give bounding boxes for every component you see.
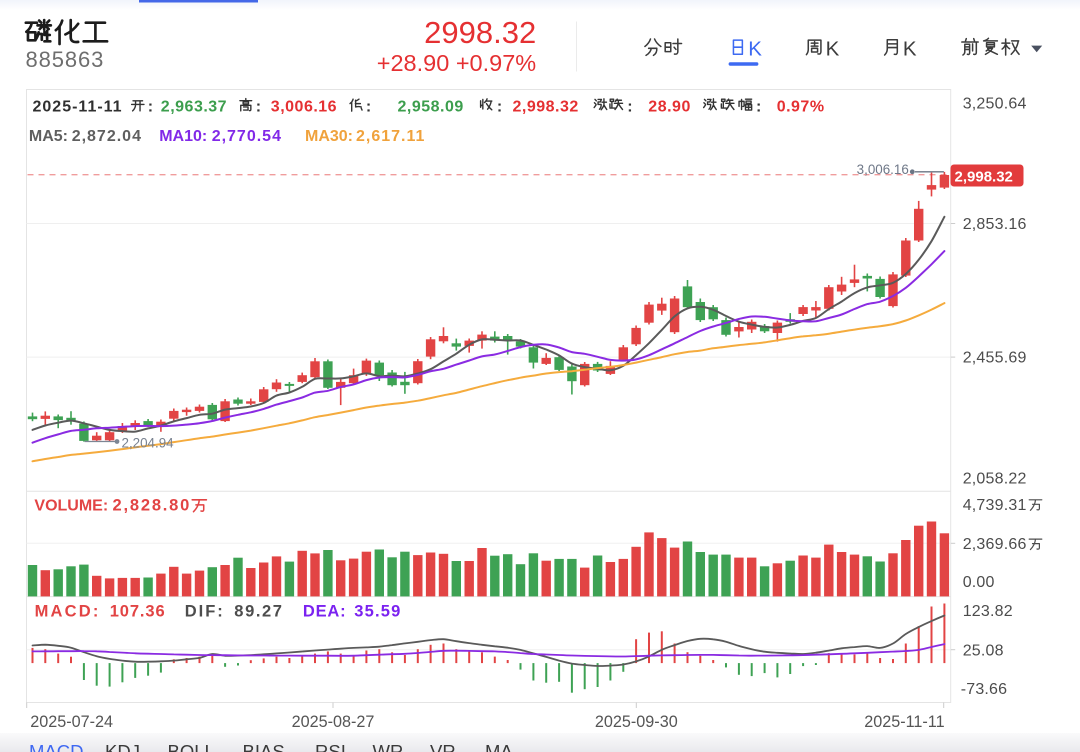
svg-text:35.59: 35.59 [354,603,401,621]
svg-text:2,455.69: 2,455.69 [963,350,1027,367]
svg-text:2998.32: 2998.32 [424,15,536,50]
svg-text:K: K [748,38,762,61]
svg-text:MA30:: MA30: [305,128,353,145]
svg-text::: : [497,99,502,116]
svg-text:4,739.31: 4,739.31 [963,497,1027,514]
svg-text:2,617.11: 2,617.11 [356,128,425,145]
svg-text:2,828.80: 2,828.80 [113,497,192,515]
svg-text:25.08: 25.08 [963,642,1004,659]
svg-text:2,963.37: 2,963.37 [161,99,227,116]
svg-text:DEA:: DEA: [303,603,347,621]
svg-text:3,006.16: 3,006.16 [271,99,337,116]
svg-text:MACD:: MACD: [35,603,101,621]
svg-text:2,958.09: 2,958.09 [398,99,464,116]
svg-text:BOLL: BOLL [168,741,215,752]
svg-text::: : [366,99,371,116]
svg-text:2,998.32: 2,998.32 [513,99,579,116]
svg-text:RSI: RSI [315,741,346,752]
svg-text:2025-09-30: 2025-09-30 [595,713,678,731]
svg-text::: : [256,99,261,116]
svg-text:MACD: MACD [29,741,83,752]
svg-text:2025-11-11: 2025-11-11 [33,99,123,116]
svg-text:VR: VR [430,741,456,752]
svg-text:2,204.94: 2,204.94 [122,435,175,450]
svg-text:MA: MA [485,741,513,752]
svg-text:885863: 885863 [26,47,105,72]
svg-text:WR: WR [373,741,404,752]
svg-text:K: K [826,38,840,61]
svg-text:2025-08-27: 2025-08-27 [292,713,375,731]
svg-text:2,998.32: 2,998.32 [955,168,1013,185]
svg-text:123.82: 123.82 [963,603,1013,620]
svg-text:2025-11-11: 2025-11-11 [864,713,944,731]
svg-text:2,872.04: 2,872.04 [72,128,142,145]
svg-text:+28.90 +0.97%: +28.90 +0.97% [377,50,537,76]
svg-text:-73.66: -73.66 [961,681,1008,698]
svg-text::: : [756,99,761,116]
svg-text:28.90: 28.90 [648,99,691,116]
svg-text:MA5:: MA5: [29,128,68,145]
svg-text:3,006.16: 3,006.16 [857,162,909,177]
svg-text:3,250.64: 3,250.64 [963,95,1027,112]
svg-text:BIAS: BIAS [243,741,285,752]
svg-text:VOLUME:: VOLUME: [34,498,108,515]
svg-text:107.36: 107.36 [110,603,166,621]
svg-text:DIF:: DIF: [185,603,225,621]
svg-text::: : [627,99,632,116]
svg-text:0.00: 0.00 [963,574,995,591]
svg-text:K: K [903,38,917,61]
svg-text::: : [148,99,153,116]
svg-text:MA10:: MA10: [159,128,207,145]
svg-text:2,369.66: 2,369.66 [963,536,1027,553]
svg-text:KDJ: KDJ [105,741,140,752]
svg-text:89.27: 89.27 [234,603,283,621]
svg-text:2,058.22: 2,058.22 [963,471,1027,488]
svg-text:2,770.54: 2,770.54 [212,128,282,145]
svg-text:2025-07-24: 2025-07-24 [30,713,113,731]
svg-text:2,853.16: 2,853.16 [963,216,1027,233]
svg-text:0.97%: 0.97% [777,99,825,116]
